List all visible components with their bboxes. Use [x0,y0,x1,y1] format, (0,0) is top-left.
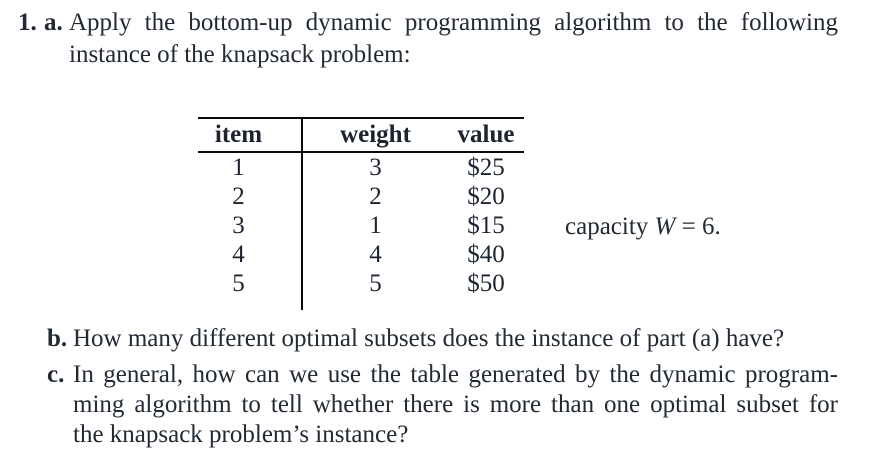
table-row: 2 2 $20 [198,182,524,211]
value-cell: $20 [467,183,505,210]
part-c-text: In general, how can we use the table gen… [73,360,838,450]
item-cell: 4 [198,240,303,269]
part-a-text: Apply the bottom-up dynamic programming … [69,7,838,71]
part-a-line-1: Apply the bottom-up dynamic programming … [69,9,838,36]
part-c-line-1: In general, how can we use the table gen… [73,361,838,388]
weight-cell: 1 [369,212,382,239]
value-cell: $25 [467,154,505,181]
table-row: 1 3 $25 [198,152,524,182]
weight-cell: 3 [369,154,382,181]
item-cell: 3 [198,211,303,240]
weight-cell: 5 [369,270,382,297]
capacity-variable: W [654,213,676,240]
capacity-value: = 6. [675,213,721,240]
problem-number: 1. [18,9,37,36]
capacity-note: capacity W = 6. [565,212,721,242]
table-row: 5 5 $50 [198,269,524,310]
weight-cell: 4 [369,241,382,268]
weight-cell: 2 [369,183,382,210]
item-cell: 5 [198,269,303,310]
part-a-label: a. [44,9,63,36]
header-item: item [198,118,303,153]
part-b-label: b. [47,325,68,352]
knapsack-instance-table: item weight value 1 3 $25 2 2 $20 3 1 $1… [198,117,524,310]
part-b-text: How many different optimal subsets does … [73,323,838,355]
part-a-line-2: instance of the knapsack problem: [69,41,411,68]
table-row: 4 4 $40 [198,240,524,269]
value-cell: $40 [467,241,505,268]
value-cell: $50 [467,270,505,297]
table-row: 3 1 $15 [198,211,524,240]
part-c-line-2: ming algorithm to tell whether there is … [73,391,838,418]
table-header-row: item weight value [198,118,524,153]
part-c-line-3: the knapsack problem’s instance? [73,421,409,448]
item-cell: 1 [198,152,303,182]
capacity-prefix: capacity [565,213,655,240]
header-weight: weight [302,118,448,153]
header-value: value [448,118,524,153]
part-b-line-1: How many different optimal subsets does … [73,325,785,352]
item-cell: 2 [198,182,303,211]
part-c-label: c. [47,361,65,388]
value-cell: $15 [467,212,505,239]
